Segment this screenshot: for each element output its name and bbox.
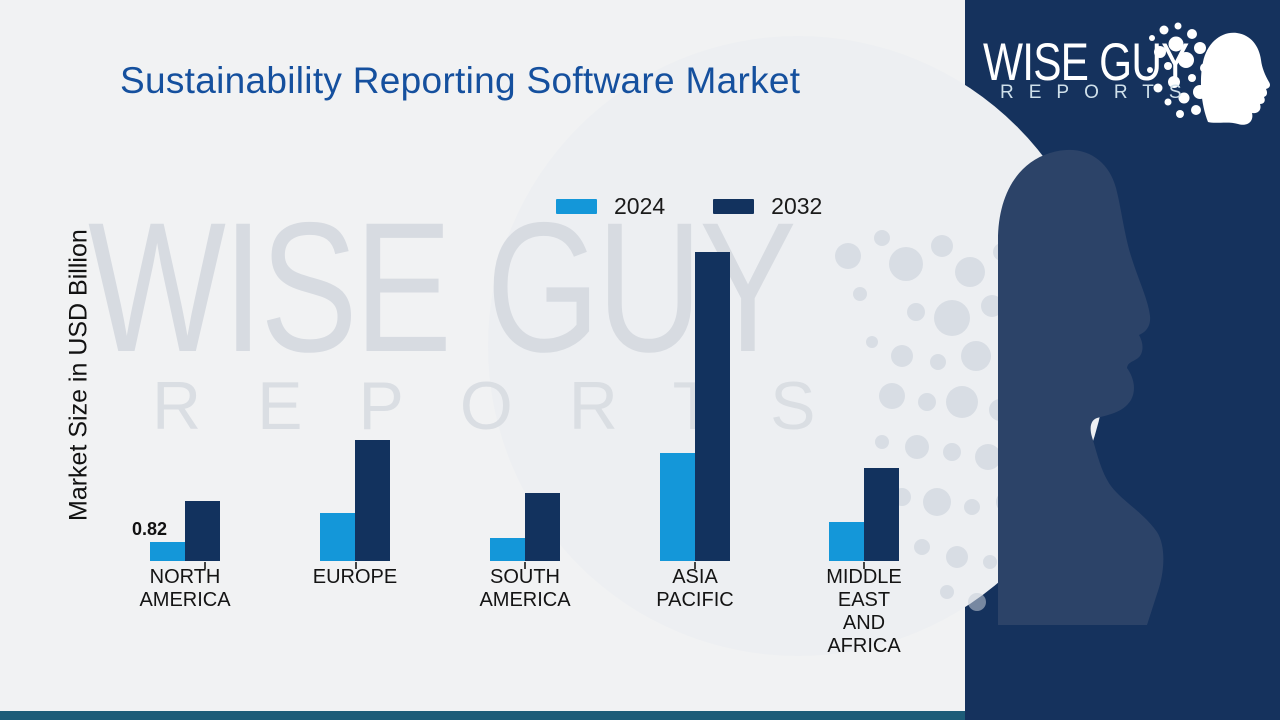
bottom-accent-bar: [0, 711, 965, 720]
bar-2024-europe: [320, 513, 355, 561]
category-label-asia-pacific: ASIA PACIFIC: [656, 566, 734, 611]
bar-2032-europe: [355, 440, 390, 561]
axis-tick-middle-east-and-africa: [863, 562, 865, 569]
brand-wordmark: WISE GUY: [983, 33, 1189, 92]
bar-2024-south-america: [490, 538, 525, 561]
y-axis-label: Market Size in USD Billion: [64, 229, 93, 521]
legend: 2024 2032: [556, 193, 822, 220]
bar-2032-south-america: [525, 493, 560, 561]
bar-2024-middle-east-and-africa: [829, 522, 864, 561]
bar-2032-middle-east-and-africa: [864, 468, 899, 561]
category-label-europe: EUROPE: [312, 566, 398, 588]
axis-tick-asia-pacific: [694, 562, 696, 569]
watermark-reports: REPORTS: [152, 368, 872, 444]
category-label-north-america: NORTH AMERICA: [139, 566, 231, 611]
legend-swatch-2024: [556, 199, 597, 214]
bar-2032-north-america: [185, 501, 220, 561]
legend-label-2024: 2024: [614, 193, 666, 219]
legend-swatch-2032: [713, 199, 755, 214]
watermark-wordmark: WISE GUY: [88, 185, 797, 391]
bar-2024-asia-pacific: [660, 453, 695, 561]
legend-label-2032: 2032: [771, 193, 823, 219]
axis-tick-north-america: [204, 562, 206, 569]
brand-reports: REPORTS: [1000, 82, 1197, 103]
data-label: 0.82: [131, 519, 168, 539]
page-title: Sustainability Reporting Software Market: [120, 59, 801, 101]
bar-2024-north-america: [150, 542, 185, 561]
category-label-south-america: SOUTH AMERICA: [479, 566, 571, 611]
axis-tick-south-america: [524, 562, 526, 569]
bar-2032-asia-pacific: [695, 252, 730, 561]
category-label-middle-east-and-africa: MIDDLE EAST AND AFRICA: [826, 566, 902, 657]
axis-tick-europe: [355, 562, 357, 569]
